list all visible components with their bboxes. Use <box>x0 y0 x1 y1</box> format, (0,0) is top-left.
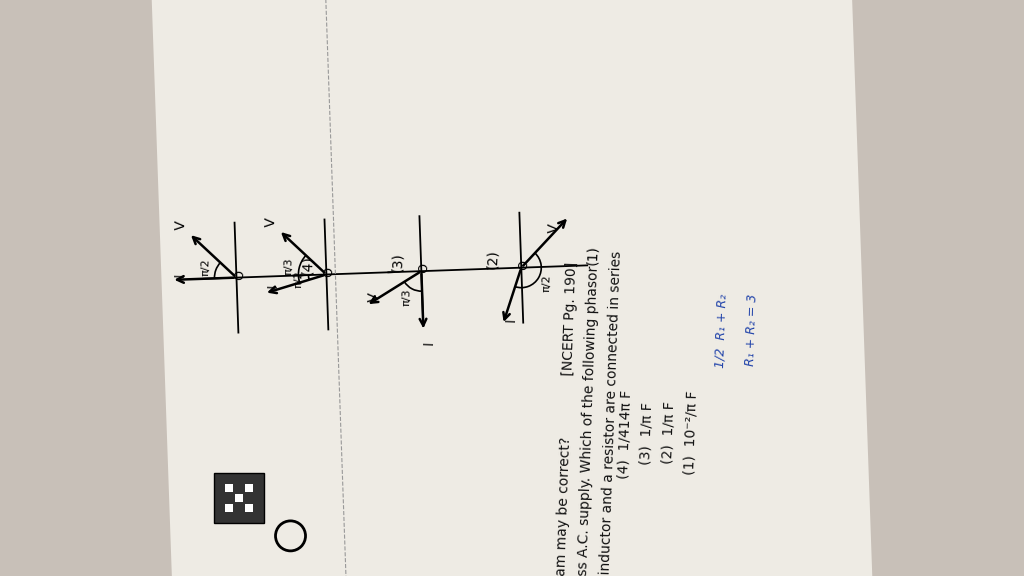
Text: I: I <box>422 341 435 346</box>
Text: (3)  1/π F: (3) 1/π F <box>638 402 654 465</box>
Bar <box>245 484 253 492</box>
Text: O: O <box>232 270 246 280</box>
Text: diagram may be correct?              [NCERT Pg. 190]: diagram may be correct? [NCERT Pg. 190] <box>553 262 580 576</box>
Text: V: V <box>264 217 279 227</box>
Text: I: I <box>504 317 518 322</box>
Text: V: V <box>547 223 561 233</box>
Text: π/2: π/2 <box>542 274 552 292</box>
Text: I: I <box>172 272 186 277</box>
Text: across A.C. supply. Which of the following phasor: across A.C. supply. Which of the followi… <box>575 266 601 576</box>
Text: (3): (3) <box>390 252 404 272</box>
Text: (2)  1/π F: (2) 1/π F <box>660 401 676 464</box>
Bar <box>225 484 233 492</box>
Bar <box>245 503 253 511</box>
Text: (1): (1) <box>585 245 600 266</box>
Text: 3.  An inductor and a resistor are connected in series: 3. An inductor and a resistor are connec… <box>597 251 624 576</box>
Bar <box>225 503 233 511</box>
Text: 1/2  R₁ + R₂: 1/2 R₁ + R₂ <box>714 294 729 368</box>
Text: O: O <box>517 260 531 270</box>
Bar <box>214 473 264 522</box>
Text: (2): (2) <box>485 249 500 269</box>
Text: V: V <box>174 220 188 230</box>
Text: O: O <box>323 266 336 276</box>
Text: R₁ + R₂ = 3: R₁ + R₂ = 3 <box>743 294 759 366</box>
Text: (4)  1/414π F: (4) 1/414π F <box>616 390 633 479</box>
Text: I: I <box>265 283 280 288</box>
Text: π/3: π/3 <box>402 289 413 306</box>
Text: π/2: π/2 <box>294 270 304 288</box>
Text: (1)  10⁻²/π F: (1) 10⁻²/π F <box>682 390 699 475</box>
Text: π/3: π/3 <box>284 257 295 275</box>
Text: O: O <box>418 263 431 274</box>
Text: V: V <box>367 293 381 302</box>
Bar <box>236 494 243 502</box>
Text: (4): (4) <box>300 255 315 275</box>
Polygon shape <box>150 0 874 576</box>
Text: π/2: π/2 <box>201 257 212 275</box>
